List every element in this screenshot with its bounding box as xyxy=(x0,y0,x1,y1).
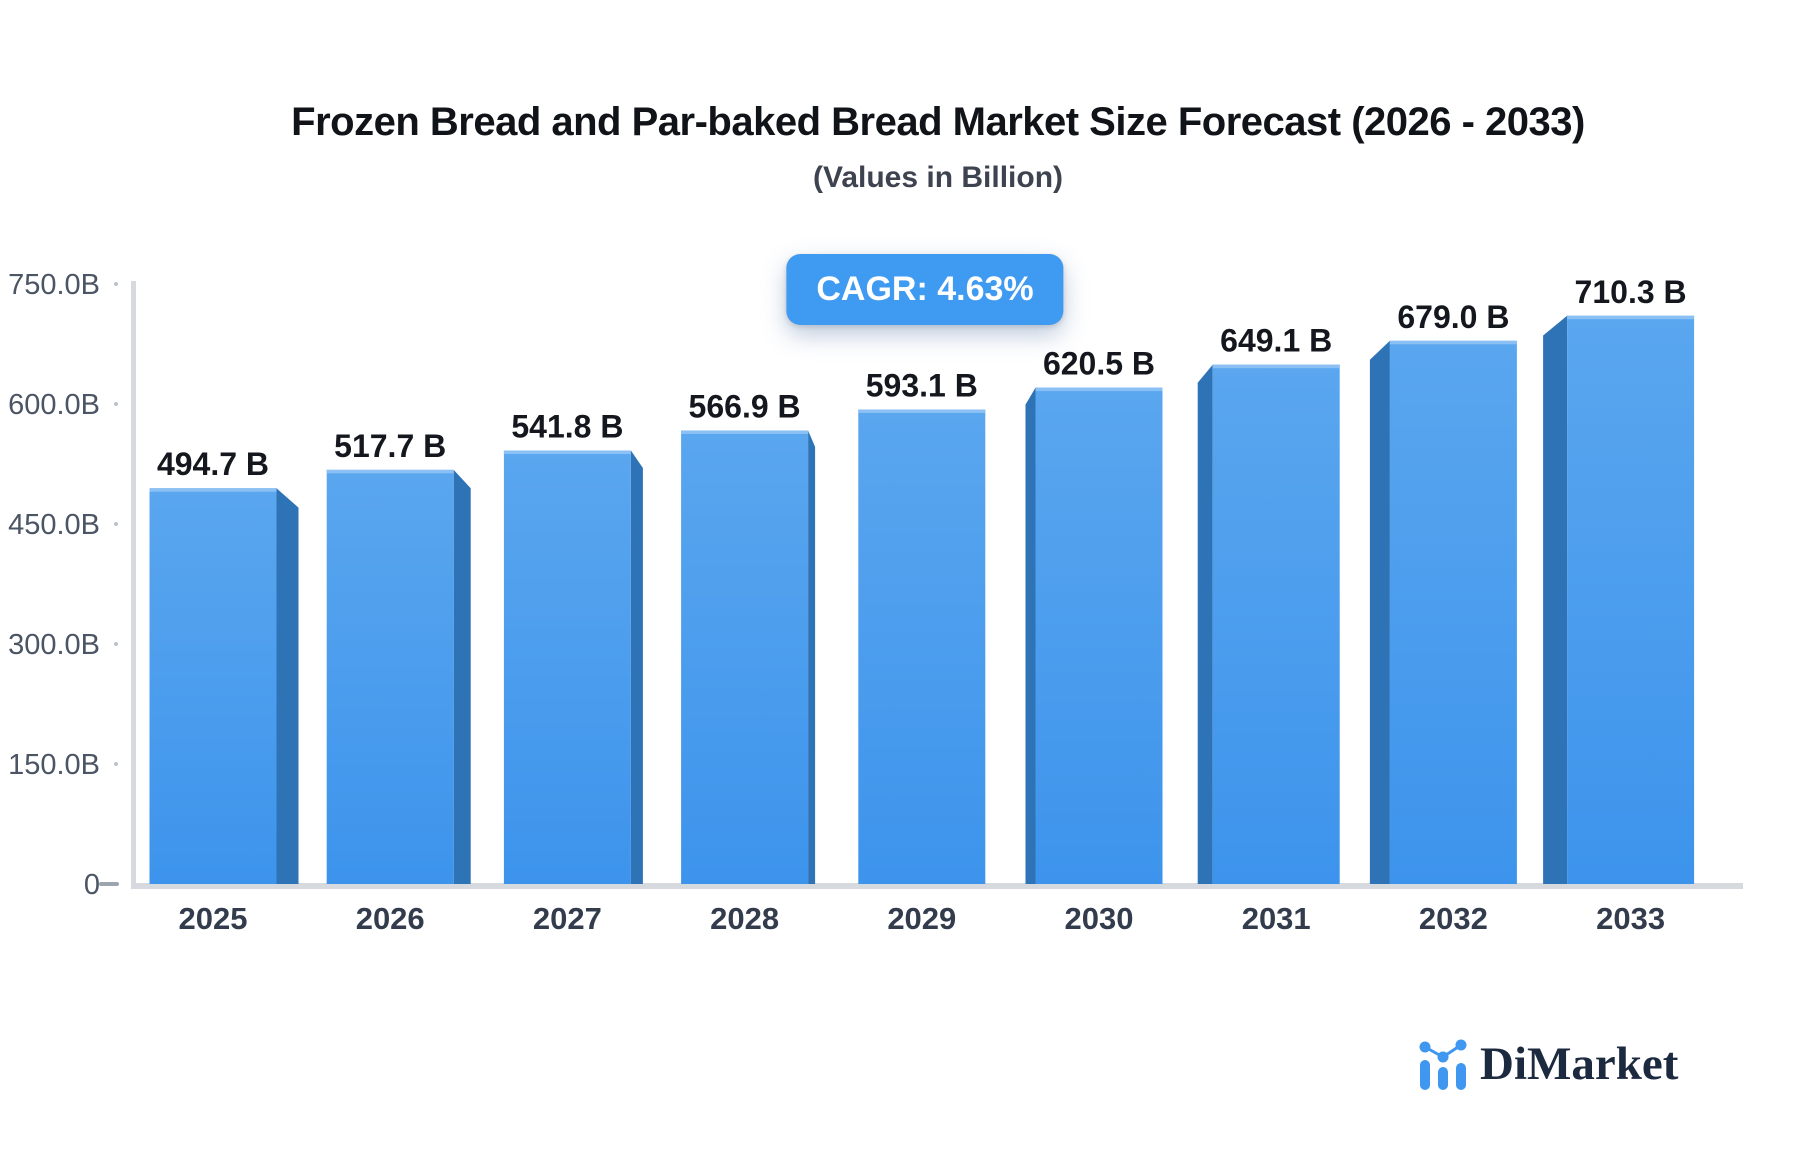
bar-top-highlight xyxy=(149,488,277,492)
bar-group-2029: 593.1 B 2029 xyxy=(858,368,986,936)
bar-group-2031: 649.1 B 2031 xyxy=(1197,323,1340,936)
bar-group-2032: 679.0 B 2032 xyxy=(1369,299,1517,936)
bar-line-chart-icon xyxy=(1419,1039,1467,1090)
bar-front-face xyxy=(149,488,277,884)
x-axis-line xyxy=(131,883,1743,889)
bar-front-face xyxy=(1567,315,1695,884)
bar-top-highlight xyxy=(1389,340,1517,345)
y-tick-mark xyxy=(99,882,119,886)
bar-side-face xyxy=(1197,364,1213,885)
bar-side-face xyxy=(1025,387,1036,884)
x-tick-label: 2027 xyxy=(533,901,602,936)
y-tick-dot xyxy=(114,642,118,646)
bar-top-highlight xyxy=(681,430,809,434)
y-tick-dot xyxy=(114,522,118,526)
bar-value-label: 710.3 B xyxy=(1575,274,1687,310)
bar-side-face xyxy=(453,469,471,884)
chart-header: Frozen Bread and Par-baked Bread Market … xyxy=(133,100,1743,195)
x-tick-label: 2032 xyxy=(1419,901,1488,936)
bar-top-highlight xyxy=(1567,315,1695,320)
chart-title: Frozen Bread and Par-baked Bread Market … xyxy=(291,100,1585,144)
y-tick-label: 600.0B xyxy=(8,389,100,421)
x-tick-label: 2028 xyxy=(710,901,779,936)
y-tick-dot xyxy=(114,762,118,766)
bar-top-highlight xyxy=(1212,364,1340,369)
y-tick-dot xyxy=(114,402,118,406)
bar-front-face xyxy=(858,409,986,884)
y-tick-label: 450.0B xyxy=(8,509,100,541)
bar-value-label: 593.1 B xyxy=(866,368,978,404)
bar-front-face xyxy=(1212,364,1340,885)
bar-front-face xyxy=(681,430,809,884)
bar-value-label: 649.1 B xyxy=(1220,323,1332,359)
bar-group-2033: 710.3 B 2033 xyxy=(1543,274,1695,936)
bar-value-label: 620.5 B xyxy=(1043,346,1155,382)
x-tick-label: 2033 xyxy=(1596,901,1665,936)
bar-top-highlight xyxy=(326,469,454,474)
cagr-badge: CAGR: 4.63% xyxy=(786,254,1064,325)
bar-front-face xyxy=(1389,340,1517,884)
bar-front-face xyxy=(326,469,454,884)
chart-subtitle: (Values in Billion) xyxy=(812,161,1064,194)
bar-side-face xyxy=(630,450,643,884)
brand-logo: DiMarket xyxy=(1416,1036,1678,1090)
bar-value-label: 541.8 B xyxy=(511,409,623,445)
bar-value-label: 494.7 B xyxy=(157,446,269,482)
bar-top-highlight xyxy=(503,450,631,455)
bar-side-face xyxy=(1543,315,1568,884)
x-tick-label: 2031 xyxy=(1242,901,1311,936)
x-tick-label: 2029 xyxy=(887,901,956,936)
y-tick-label: 0 xyxy=(84,869,100,901)
bar-value-label: 566.9 B xyxy=(689,388,801,424)
bar-top-highlight xyxy=(1035,387,1163,392)
y-tick-dot xyxy=(114,282,118,286)
x-tick-label: 2025 xyxy=(179,901,248,936)
y-tick-label: 300.0B xyxy=(8,629,100,661)
x-tick-label: 2026 xyxy=(356,901,425,936)
bar-group-2027: 541.8 B 2027 xyxy=(503,409,643,936)
bar-group-2026: 517.7 B 2026 xyxy=(326,428,471,936)
bar-front-face xyxy=(503,450,631,884)
y-tick-label: 750.0B xyxy=(8,269,100,301)
bar-group-2030: 620.5 B 2030 xyxy=(1025,346,1163,936)
bar-side-face xyxy=(1369,340,1390,884)
brand-name: DiMarket xyxy=(1480,1038,1679,1090)
bar-side-face xyxy=(808,430,816,884)
y-axis-line xyxy=(131,281,136,889)
bar-side-face xyxy=(276,488,299,884)
bar-front-face xyxy=(1035,387,1163,884)
x-tick-label: 2030 xyxy=(1065,901,1134,936)
bar-top-highlight xyxy=(858,409,986,414)
bar-group-2025: 494.7 B 2025 xyxy=(149,446,299,936)
bar-value-label: 517.7 B xyxy=(334,428,446,464)
bar-group-2028: 566.9 B 2028 xyxy=(681,388,816,936)
y-tick-label: 150.0B xyxy=(8,749,100,781)
bar-value-label: 679.0 B xyxy=(1397,299,1509,335)
